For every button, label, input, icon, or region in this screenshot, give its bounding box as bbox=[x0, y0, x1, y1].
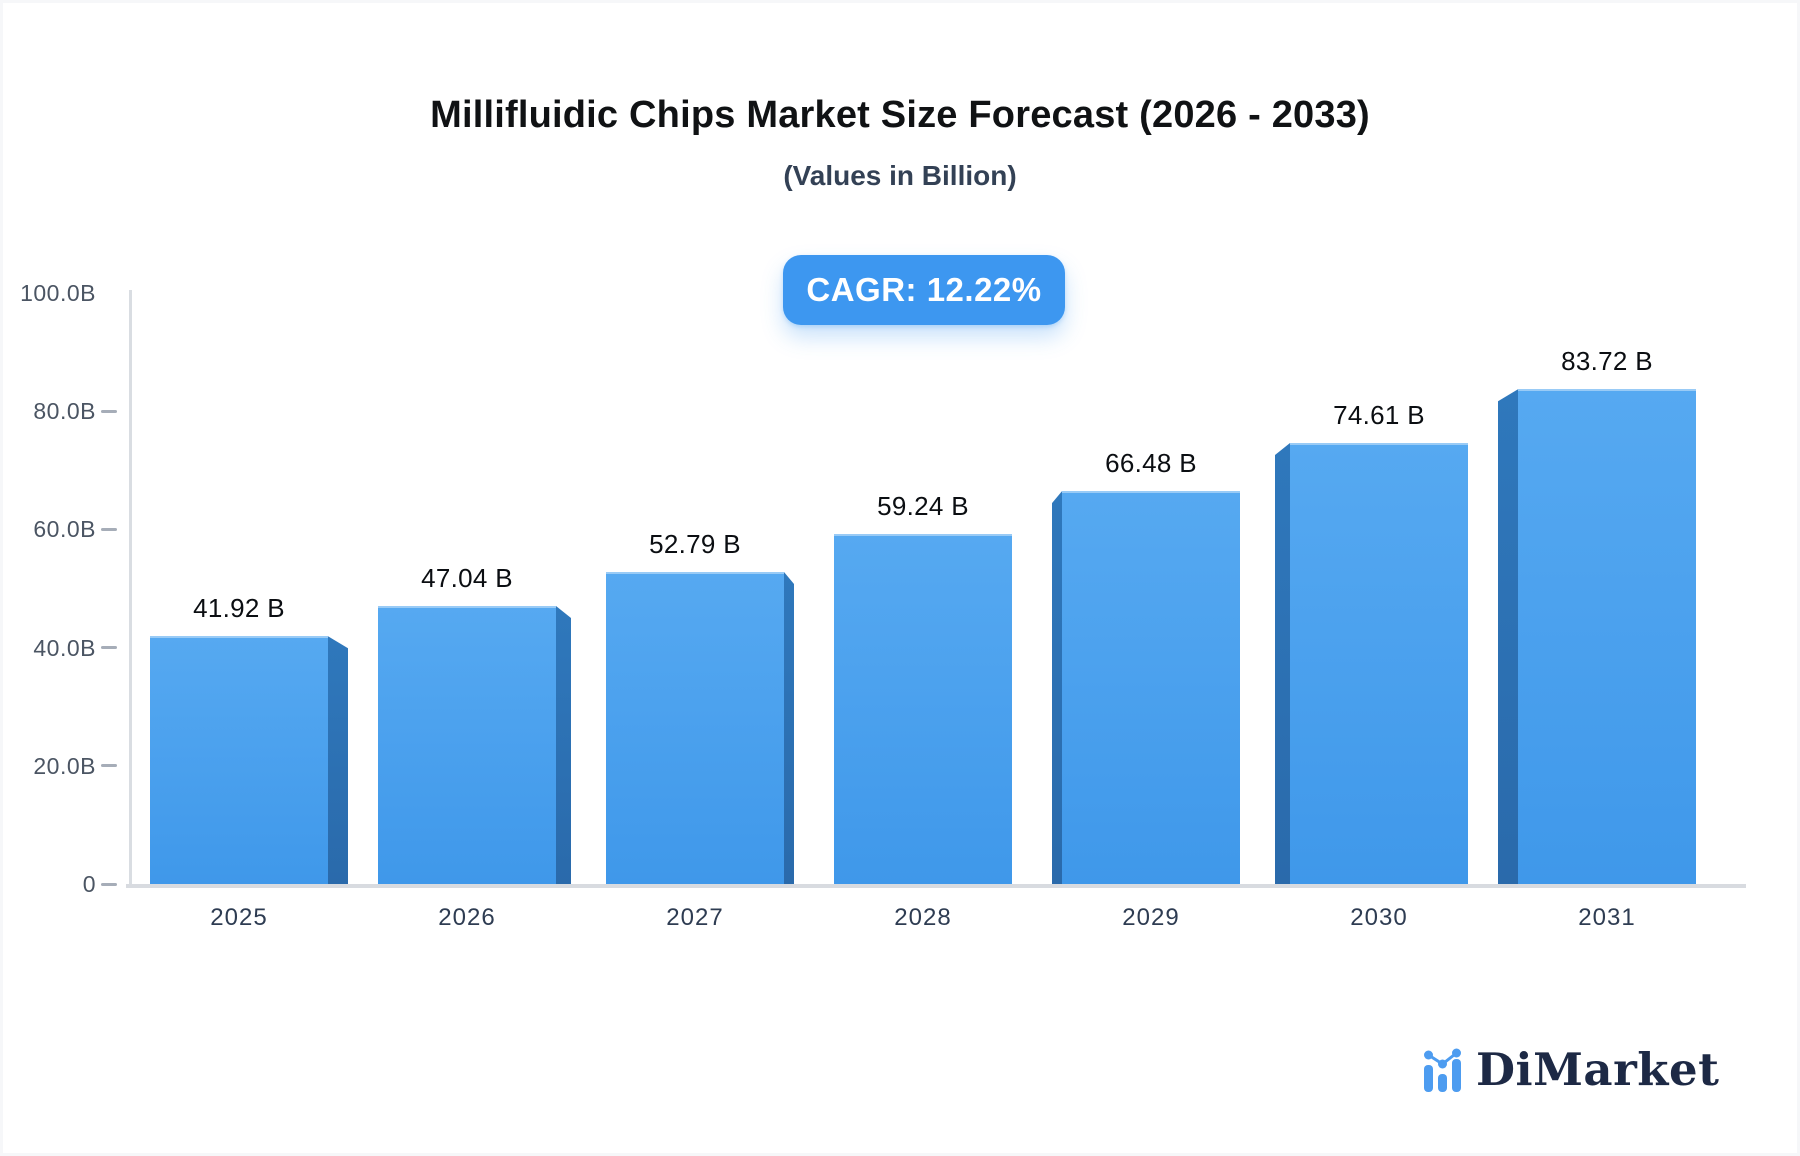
bar-value-label: 41.92 B bbox=[193, 593, 285, 624]
y-tick-mark bbox=[101, 764, 117, 768]
x-axis-label: 2029 bbox=[1122, 904, 1180, 931]
chart-title: Millifluidic Chips Market Size Forecast … bbox=[430, 94, 1370, 136]
y-tick-label: 100.0B bbox=[20, 280, 96, 306]
y-tick-label: 20.0B bbox=[33, 752, 96, 779]
y-tick-label: 60.0B bbox=[33, 516, 96, 543]
bar-value-label: 47.04 B bbox=[421, 562, 513, 593]
bar-2030 bbox=[1290, 443, 1468, 884]
brand-logo[interactable]: DiMarket bbox=[1420, 1038, 1719, 1096]
y-tick-mark bbox=[101, 882, 117, 886]
bar-side-3d bbox=[1275, 443, 1290, 884]
x-axis-label: 2028 bbox=[894, 904, 952, 931]
x-axis-label: 2026 bbox=[438, 904, 496, 931]
x-axis-label: 2027 bbox=[666, 904, 724, 931]
x-axis-label: 2031 bbox=[1578, 904, 1636, 931]
bar-value-label: 74.61 B bbox=[1333, 400, 1425, 431]
bar-side-3d bbox=[556, 605, 571, 884]
y-tick-mark bbox=[101, 527, 117, 531]
bar-2028 bbox=[834, 533, 1012, 884]
chart-subtitle: (Values in Billion) bbox=[783, 160, 1017, 191]
y-tick-label: 0 bbox=[82, 871, 96, 897]
y-axis-line bbox=[129, 290, 132, 888]
bar-side-3d bbox=[1052, 491, 1062, 884]
y-tick-label: 80.0B bbox=[33, 398, 96, 425]
bar-value-label: 66.48 B bbox=[1105, 448, 1197, 479]
bar-side-3d bbox=[1498, 389, 1518, 884]
bar-2031 bbox=[1518, 389, 1696, 884]
bar-value-label: 52.79 B bbox=[649, 529, 741, 559]
bar-2025 bbox=[150, 636, 328, 884]
x-axis-baseline bbox=[126, 884, 1746, 888]
cagr-badge-label: CAGR: 12.22% bbox=[806, 271, 1042, 308]
x-axis-label: 2030 bbox=[1350, 904, 1408, 931]
bar-2027 bbox=[606, 572, 784, 884]
bar-side-3d bbox=[328, 636, 348, 884]
bar-value-label: 59.24 B bbox=[877, 490, 969, 521]
bar-2026 bbox=[378, 605, 556, 884]
y-tick-label: 40.0B bbox=[33, 634, 96, 661]
bar-side-3d bbox=[784, 572, 794, 884]
mini-bar-chart-icon bbox=[1424, 1048, 1461, 1092]
bar-2029 bbox=[1062, 491, 1240, 884]
bar-value-label: 83.72 B bbox=[1561, 346, 1653, 377]
y-tick-mark bbox=[101, 409, 117, 413]
cagr-badge: CAGR: 12.22% bbox=[783, 255, 1065, 325]
brand-logo-text: DiMarket bbox=[1476, 1043, 1720, 1096]
y-tick-mark bbox=[101, 646, 117, 650]
x-axis-label: 2025 bbox=[210, 904, 268, 931]
